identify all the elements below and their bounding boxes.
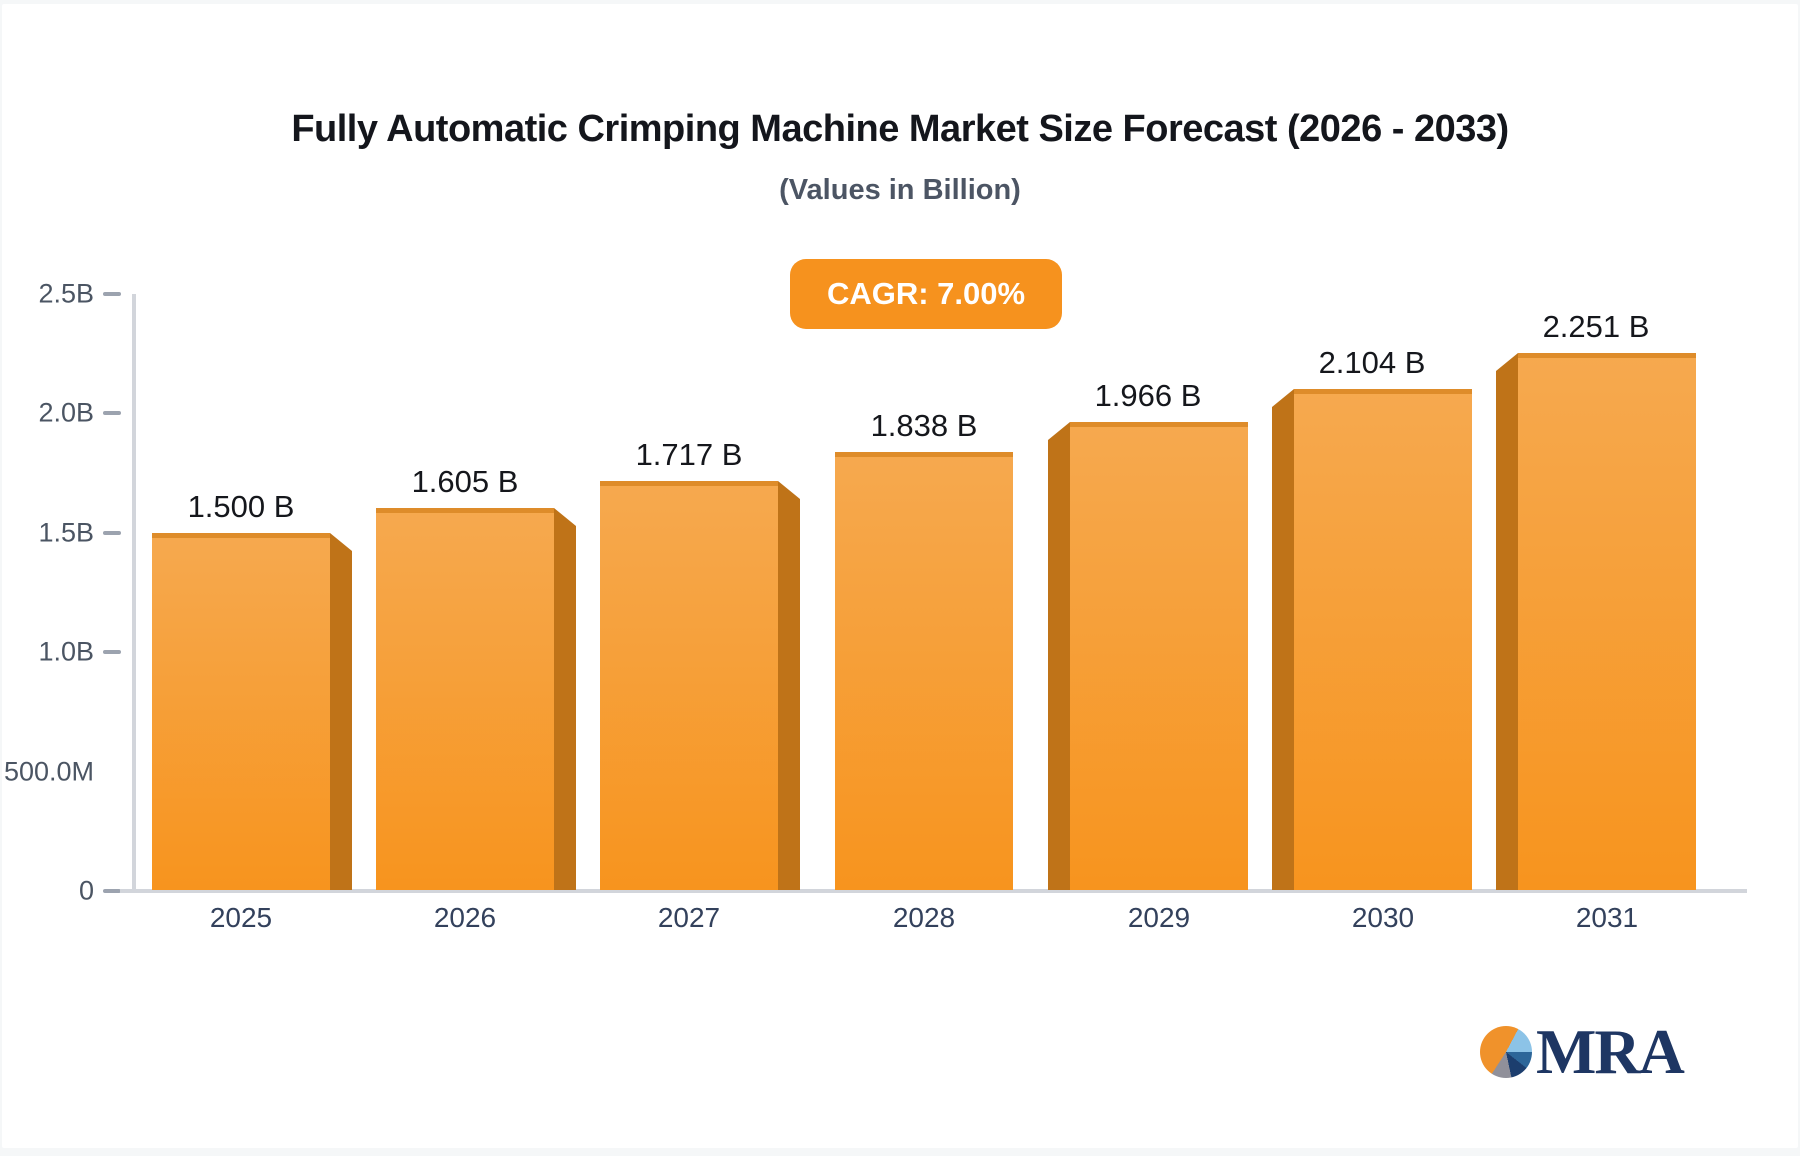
bar-top-edge xyxy=(1070,422,1248,427)
bar-top-edge xyxy=(600,481,778,486)
bar-side-3d xyxy=(778,481,800,890)
y-axis-tick xyxy=(103,889,121,893)
bar-value-label: 2.104 B xyxy=(1318,345,1426,380)
bar-top-edge xyxy=(152,533,330,538)
brand-logo: MRA xyxy=(1480,1016,1685,1087)
y-axis-tick xyxy=(103,530,121,535)
y-axis-line xyxy=(132,294,136,891)
cagr-badge: CAGR: 7.00% xyxy=(790,259,1062,329)
y-axis-label: 0 xyxy=(78,875,94,906)
x-axis-label-year: 2026 xyxy=(433,902,497,933)
pie-chart-logo-icon xyxy=(1480,1026,1532,1078)
y-axis-tick xyxy=(103,292,121,296)
chart-card: Fully Automatic Crimping Machine Market … xyxy=(2,4,1798,1148)
bar-side-3d xyxy=(1272,389,1294,890)
bar-value-label: 1.838 B xyxy=(870,408,978,443)
y-axis-tick xyxy=(103,411,121,416)
y-axis-tick xyxy=(103,650,121,655)
brand-text: MRA xyxy=(1536,1016,1685,1087)
y-axis-label: 2.0B xyxy=(38,397,94,428)
bar-side-3d xyxy=(330,533,352,890)
chart-title: Fully Automatic Crimping Machine Market … xyxy=(291,108,1509,150)
bar-top-edge xyxy=(1294,389,1472,394)
x-axis-label-year: 2027 xyxy=(657,902,721,933)
x-axis-label-year: 2030 xyxy=(1351,902,1415,933)
bar-face[interactable] xyxy=(1294,389,1472,890)
bar-face[interactable] xyxy=(1518,353,1696,890)
bar-top-edge xyxy=(835,452,1013,457)
bar-top-edge xyxy=(1518,353,1696,358)
y-axis-label: 500.0M xyxy=(3,756,94,787)
bar-top-edge xyxy=(376,508,554,513)
bar-face[interactable] xyxy=(600,481,778,890)
y-axis-label: 2.5B xyxy=(38,278,94,309)
x-axis-label-year: 2029 xyxy=(1127,902,1191,933)
bar-value-label: 1.605 B xyxy=(411,464,519,499)
bar-value-label: 2.251 B xyxy=(1542,309,1650,344)
y-axis-label: 1.5B xyxy=(38,517,94,548)
bar-face[interactable] xyxy=(152,533,330,890)
x-axis-label-year: 2031 xyxy=(1575,902,1639,933)
bar-side-3d xyxy=(1048,422,1070,890)
bar-face[interactable] xyxy=(1070,422,1248,890)
bar-value-label: 1.500 B xyxy=(187,489,295,524)
bar-side-3d xyxy=(554,508,576,890)
bar-value-label: 1.966 B xyxy=(1094,378,1202,413)
bar-side-3d xyxy=(1496,353,1518,890)
bar-face[interactable] xyxy=(835,452,1013,890)
y-axis-label: 1.0B xyxy=(38,636,94,667)
bar-face[interactable] xyxy=(376,508,554,890)
bar-value-label: 1.717 B xyxy=(635,437,743,472)
x-axis-label-year: 2028 xyxy=(892,902,956,933)
x-axis-label-year: 2025 xyxy=(209,902,273,933)
x-axis-line xyxy=(120,889,1747,893)
chart-subtitle: (Values in Billion) xyxy=(779,174,1021,206)
